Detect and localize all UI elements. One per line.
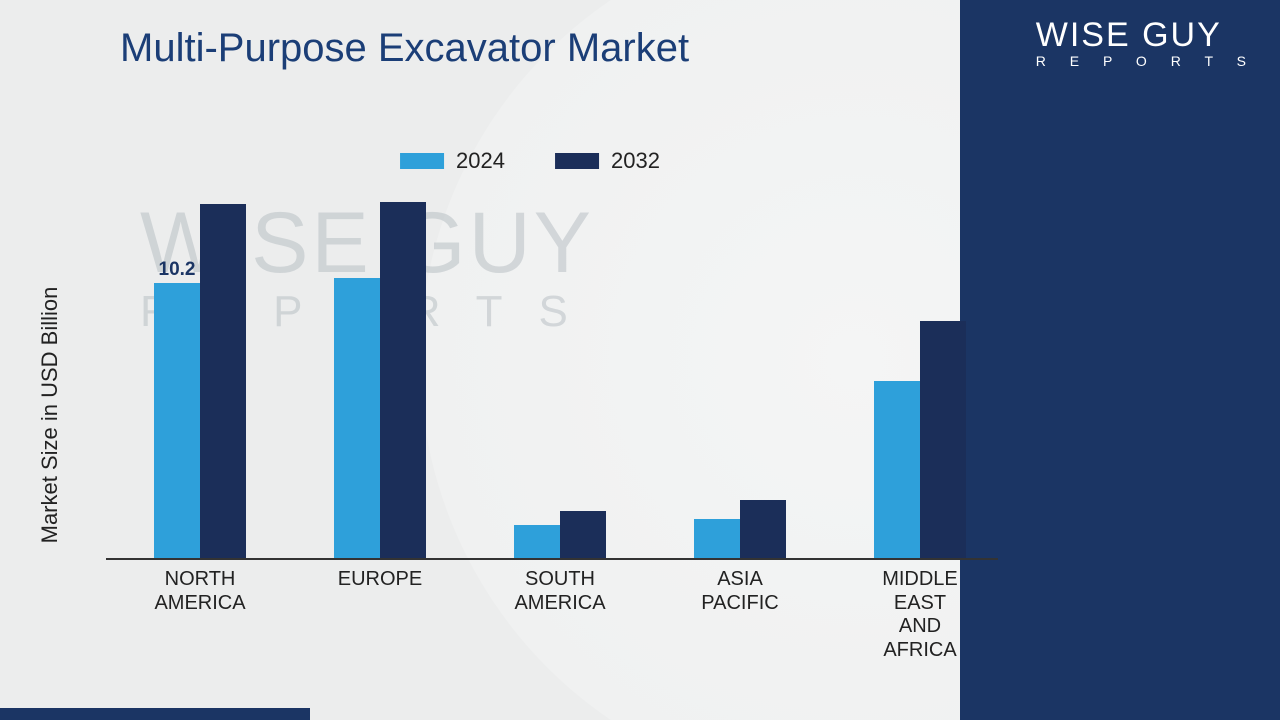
brand-logo: WISE GUY R E P O R T S (1036, 18, 1256, 68)
bar-group (480, 180, 640, 560)
legend-label-2032: 2032 (611, 148, 660, 174)
bar-group: 10.2 (120, 180, 280, 560)
x-axis-label: SOUTH AMERICA (480, 560, 640, 680)
bar (694, 519, 740, 560)
bar (514, 525, 560, 560)
bar (740, 500, 786, 560)
bar-groups: 10.2 (110, 180, 1010, 560)
bar (874, 381, 920, 560)
bar-value-label: 10.2 (159, 259, 196, 281)
x-axis-label: ASIA PACIFIC (660, 560, 820, 680)
legend-swatch-2032 (555, 153, 599, 169)
bar-group (840, 180, 1000, 560)
x-axis-label: EUROPE (300, 560, 460, 680)
bar (560, 511, 606, 560)
bar (334, 278, 380, 560)
legend: 2024 2032 (400, 148, 660, 174)
legend-label-2024: 2024 (456, 148, 505, 174)
legend-swatch-2024 (400, 153, 444, 169)
plot-area: 10.2 (110, 180, 1010, 560)
bar (920, 321, 966, 560)
bar (200, 204, 246, 560)
bar: 10.2 (154, 283, 200, 560)
legend-item-2032: 2032 (555, 148, 660, 174)
bar-group (660, 180, 820, 560)
chart: Market Size in USD Billion 2024 2032 10.… (50, 150, 1010, 680)
chart-title: Multi-Purpose Excavator Market (120, 26, 689, 71)
x-axis-label: NORTH AMERICA (120, 560, 280, 680)
logo-line-2: R E P O R T S (1036, 54, 1256, 68)
footer-accent-bar (0, 708, 310, 720)
legend-item-2024: 2024 (400, 148, 505, 174)
x-axis-labels: NORTH AMERICAEUROPESOUTH AMERICAASIA PAC… (110, 560, 1010, 680)
logo-line-1: WISE GUY (1036, 18, 1256, 52)
bar (380, 202, 426, 560)
x-axis-label: MIDDLE EAST AND AFRICA (840, 560, 1000, 680)
bar-group (300, 180, 460, 560)
